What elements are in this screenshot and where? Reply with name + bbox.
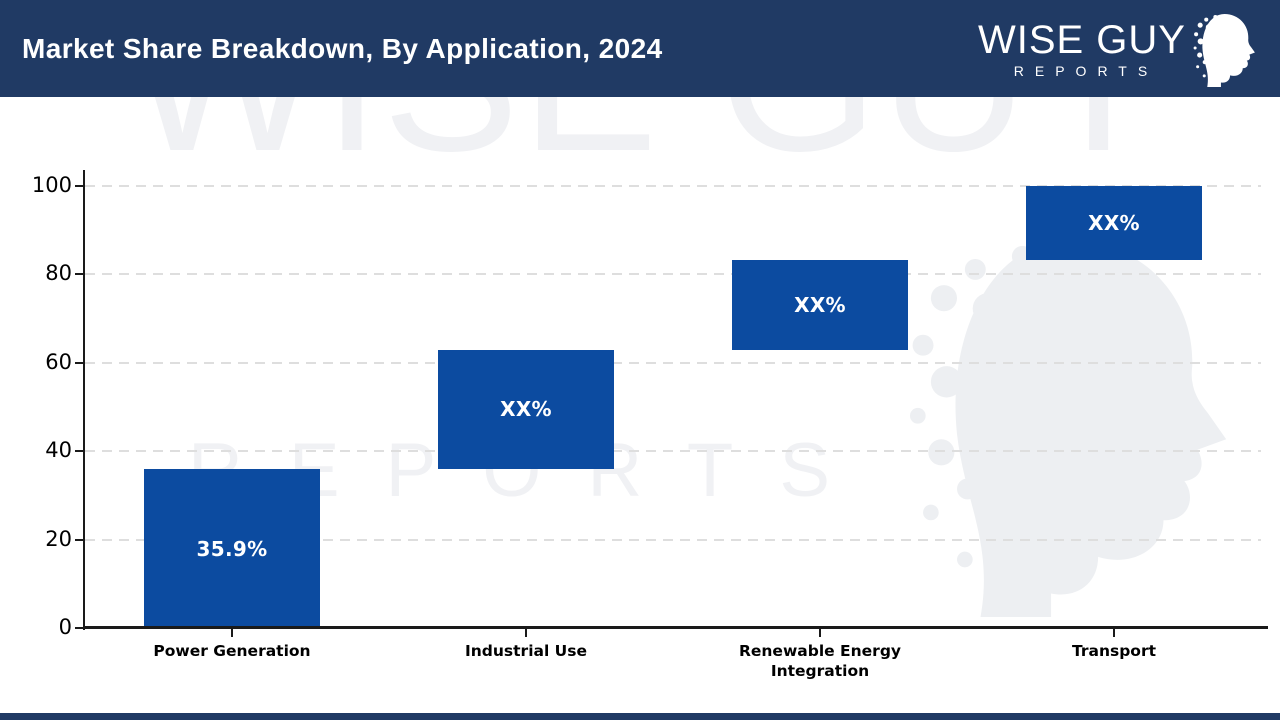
gridline: [85, 450, 1261, 453]
y-tick-label: 80: [45, 261, 72, 286]
y-tick-mark: [75, 627, 83, 629]
logo-face-icon: [1193, 13, 1255, 87]
y-tick-label: 60: [45, 349, 72, 374]
header-bar: Market Share Breakdown, By Application, …: [0, 0, 1280, 97]
y-axis-spine: [83, 170, 85, 630]
bar: XX%: [732, 260, 908, 350]
x-axis-label: Industrial Use: [464, 642, 588, 660]
bar: 35.9%: [144, 469, 320, 628]
x-axis-line: [83, 626, 1268, 629]
x-axis-label: Renewable Energy Integration: [738, 642, 902, 680]
bar-value-label: XX%: [794, 292, 846, 317]
y-tick-mark: [75, 538, 83, 541]
logo-text: WISE GUY REPORTS: [978, 20, 1186, 78]
bar-value-label: XX%: [1088, 211, 1140, 236]
page-title: Market Share Breakdown, By Application, …: [22, 32, 663, 64]
x-tick-mark: [525, 629, 527, 637]
x-tick-mark: [231, 629, 233, 637]
y-tick-mark: [75, 185, 83, 187]
x-tick-mark: [1113, 629, 1115, 637]
gridline: [85, 185, 1261, 187]
y-tick-mark: [75, 450, 83, 453]
x-tick-mark: [819, 629, 821, 637]
bar: XX%: [438, 349, 614, 470]
footer-bar: [0, 713, 1280, 720]
logo-secondary-text: REPORTS: [1013, 62, 1159, 79]
y-tick-label: 0: [58, 615, 72, 639]
y-tick-label: 100: [31, 173, 72, 197]
bar-value-label: XX%: [500, 397, 552, 422]
gridline: [85, 273, 1261, 276]
y-tick-mark: [75, 273, 83, 276]
y-tick-label: 20: [45, 526, 72, 551]
y-tick-label: 40: [45, 438, 72, 463]
y-tick-mark: [75, 361, 83, 364]
x-axis-label: Power Generation: [153, 642, 311, 660]
bar-value-label: 35.9%: [196, 536, 268, 561]
x-axis-label: Transport: [1071, 642, 1157, 660]
bar: XX%: [1026, 186, 1202, 261]
watermark-face-icon: [909, 240, 1227, 617]
gridline: [85, 538, 1261, 541]
logo-primary-text: WISE GUY: [977, 17, 1186, 62]
gridline: [85, 361, 1261, 364]
wiseguy-logo: WISE GUY REPORTS: [978, 11, 1258, 87]
